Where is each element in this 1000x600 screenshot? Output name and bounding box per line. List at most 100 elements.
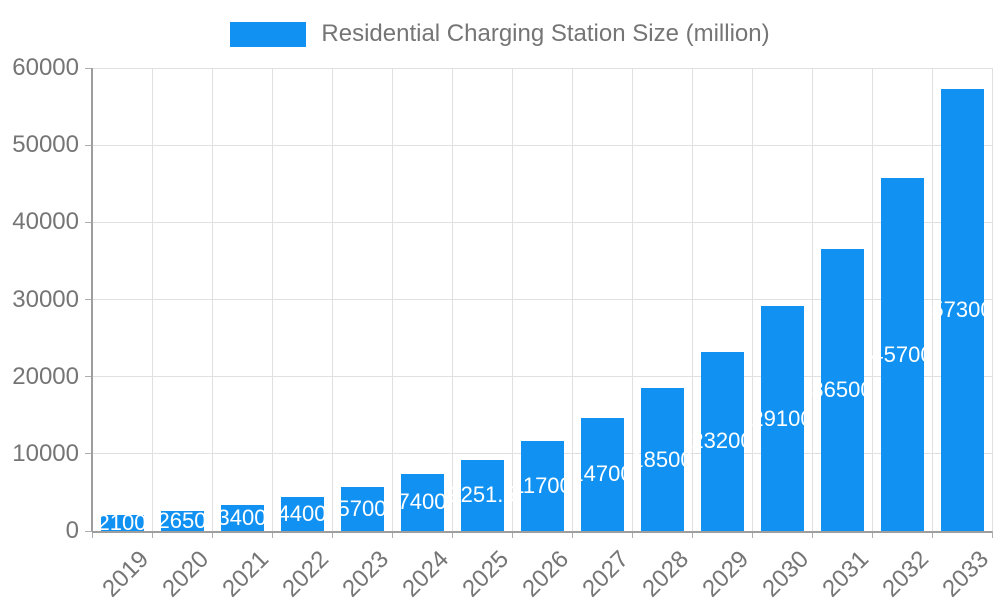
x-axis-label-2030: 2030 bbox=[756, 545, 814, 600]
x-axis-label-2029: 2029 bbox=[696, 545, 754, 600]
bar-2024[interactable]: 7400 bbox=[397, 473, 447, 531]
y-axis-label: 50000 bbox=[12, 131, 79, 159]
bar-value-label: 14700 bbox=[571, 461, 633, 487]
y-tick-mark bbox=[85, 67, 92, 69]
x-tick-mark bbox=[991, 531, 993, 538]
y-gridline bbox=[92, 144, 992, 146]
y-axis-label: 40000 bbox=[12, 208, 79, 236]
legend-swatch-icon bbox=[230, 21, 307, 47]
x-tick-mark bbox=[691, 531, 693, 538]
bar-value-label: 3400 bbox=[217, 504, 267, 530]
x-axis-label-2028: 2028 bbox=[636, 545, 694, 600]
x-gridline bbox=[931, 68, 933, 531]
bar-2023[interactable]: 5700 bbox=[337, 487, 387, 531]
bar-2021[interactable]: 3400 bbox=[217, 504, 267, 531]
x-gridline bbox=[751, 68, 753, 531]
y-axis-line bbox=[91, 68, 93, 531]
x-tick-mark bbox=[631, 531, 633, 538]
x-tick-mark bbox=[811, 531, 813, 538]
bar-value-label: 5700 bbox=[337, 495, 387, 521]
y-gridline bbox=[92, 67, 992, 69]
x-tick-mark bbox=[271, 531, 273, 538]
bar-value-label: 2650 bbox=[157, 507, 207, 533]
y-axis-label: 20000 bbox=[12, 362, 79, 390]
y-gridline bbox=[92, 299, 992, 300]
bar-value-label: 9251.5 bbox=[448, 482, 516, 508]
x-axis-label-2031: 2031 bbox=[816, 545, 874, 600]
bar-2025[interactable]: 9251.5 bbox=[448, 459, 516, 531]
x-tick-mark bbox=[331, 531, 333, 538]
y-tick-mark bbox=[85, 453, 92, 455]
bar-value-label: 29100 bbox=[751, 405, 813, 431]
x-tick-mark bbox=[391, 531, 393, 538]
x-axis-label-2026: 2026 bbox=[516, 545, 574, 600]
bar-value-label: 4400 bbox=[277, 501, 327, 526]
x-tick-mark bbox=[871, 531, 873, 538]
y-tick-mark bbox=[85, 299, 92, 300]
bar-value-label: 18500 bbox=[631, 446, 693, 472]
x-axis-label-2023: 2023 bbox=[336, 545, 394, 600]
x-axis-label-2027: 2027 bbox=[576, 545, 634, 600]
x-gridline bbox=[391, 68, 393, 531]
y-axis-label: 30000 bbox=[12, 285, 79, 313]
x-tick-mark bbox=[511, 531, 513, 538]
bar-value-label: 36500 bbox=[811, 377, 873, 403]
bar-2030[interactable]: 29100 bbox=[751, 306, 813, 531]
bar-2028[interactable]: 18500 bbox=[631, 388, 693, 531]
x-gridline bbox=[871, 68, 873, 531]
bar-value-label: 57300 bbox=[931, 296, 993, 322]
y-gridline bbox=[92, 376, 992, 378]
x-gridline bbox=[511, 68, 513, 531]
x-tick-mark bbox=[151, 531, 153, 538]
x-axis-label-2032: 2032 bbox=[876, 545, 934, 600]
x-gridline bbox=[451, 68, 453, 531]
y-axis-label: 10000 bbox=[12, 439, 79, 467]
x-gridline bbox=[271, 68, 273, 531]
bar-2033[interactable]: 57300 bbox=[931, 88, 993, 531]
x-axis-label-2033: 2033 bbox=[936, 545, 994, 600]
y-axis-label: 0 bbox=[65, 517, 79, 544]
bar-2027[interactable]: 14700 bbox=[571, 417, 633, 531]
bar-value-label: 11700 bbox=[512, 472, 572, 498]
bar-2022[interactable]: 4400 bbox=[277, 497, 327, 531]
y-tick-mark bbox=[85, 221, 92, 223]
bar-value-label: 45700 bbox=[871, 341, 933, 367]
bar-2020[interactable]: 2650 bbox=[157, 507, 207, 533]
x-gridline bbox=[631, 68, 633, 531]
x-gridline bbox=[331, 68, 333, 531]
x-axis-line bbox=[92, 531, 992, 533]
y-tick-mark bbox=[85, 376, 92, 378]
bar-2031[interactable]: 36500 bbox=[811, 249, 873, 531]
legend[interactable]: Residential Charging Station Size (milli… bbox=[0, 20, 1000, 48]
x-axis-label-2024: 2024 bbox=[396, 545, 454, 600]
x-tick-mark bbox=[931, 531, 933, 538]
x-axis-label-2022: 2022 bbox=[276, 545, 334, 600]
x-axis-label-2025: 2025 bbox=[456, 545, 514, 600]
bar-value-label: 7400 bbox=[397, 489, 447, 515]
x-axis-label-2021: 2021 bbox=[216, 545, 274, 600]
x-gridline bbox=[571, 68, 573, 531]
x-tick-mark bbox=[211, 531, 213, 538]
y-tick-mark bbox=[85, 144, 92, 146]
x-axis-label-2020: 2020 bbox=[156, 545, 214, 600]
bar-2029[interactable]: 23200 bbox=[691, 351, 753, 531]
x-gridline bbox=[691, 68, 693, 531]
x-gridline bbox=[211, 68, 213, 531]
bar-2019[interactable]: 2100 bbox=[97, 509, 147, 535]
legend-label: Residential Charging Station Size (milli… bbox=[321, 20, 770, 47]
bar-2026[interactable]: 11700 bbox=[512, 440, 572, 531]
x-axis-label-2019: 2019 bbox=[96, 545, 154, 600]
y-tick-mark bbox=[85, 530, 92, 532]
bar-value-label: 2100 bbox=[97, 509, 147, 535]
bar-2032[interactable]: 45700 bbox=[871, 178, 933, 531]
x-tick-mark bbox=[91, 531, 93, 538]
x-tick-mark bbox=[571, 531, 573, 538]
x-gridline bbox=[811, 68, 813, 531]
y-gridline bbox=[92, 221, 992, 223]
x-gridline bbox=[151, 68, 153, 531]
y-axis-label: 60000 bbox=[12, 54, 79, 81]
x-tick-mark bbox=[451, 531, 453, 538]
x-tick-mark bbox=[751, 531, 753, 538]
